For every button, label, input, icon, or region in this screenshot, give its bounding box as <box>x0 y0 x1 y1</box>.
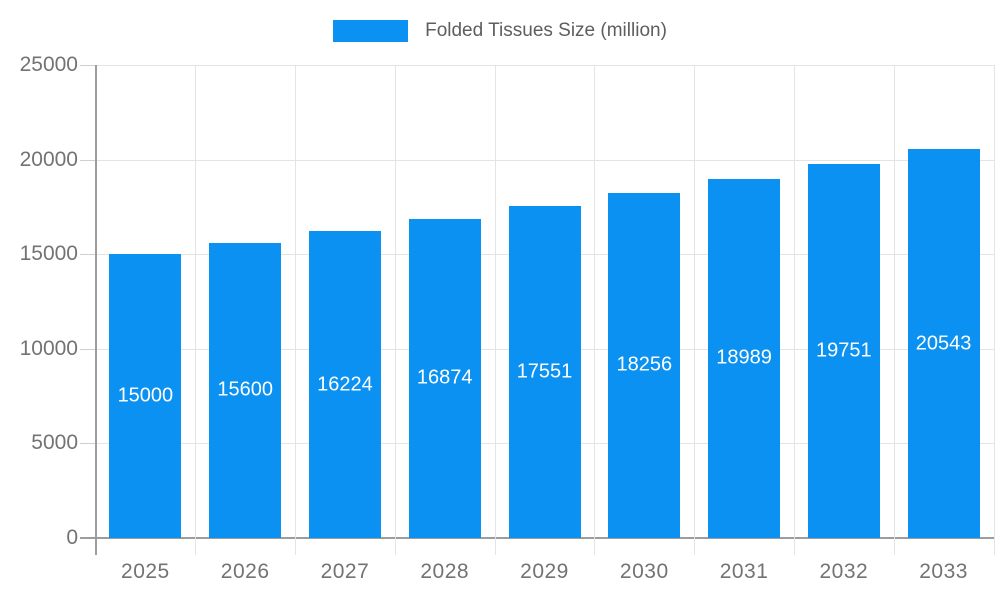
bar-value-label: 19751 <box>816 339 872 362</box>
y-tick-label: 10000 <box>19 336 78 360</box>
x-tick-label: 2030 <box>619 560 669 583</box>
x-tick-label: 2026 <box>220 560 270 583</box>
v-gridline <box>893 65 895 555</box>
bar-value-label: 18256 <box>616 353 673 376</box>
y-tick <box>79 159 96 161</box>
y-tick-label: 15000 <box>19 242 78 266</box>
y-tick <box>79 443 96 445</box>
bar <box>508 205 581 538</box>
x-axis-line <box>79 537 994 539</box>
bar <box>708 178 781 538</box>
x-tick-label: 2028 <box>420 560 470 583</box>
h-gridline <box>95 65 994 66</box>
v-gridline <box>793 65 795 555</box>
y-tick-label: 20000 <box>19 147 78 171</box>
y-tick <box>79 65 96 66</box>
bar-value-label: 15600 <box>217 378 273 401</box>
y-tick-label: 5000 <box>31 431 78 455</box>
bar-value-label: 16224 <box>317 373 373 396</box>
v-gridline <box>494 65 496 555</box>
bar <box>408 218 481 538</box>
bar-value-label: 17551 <box>516 360 573 383</box>
x-tick-label: 2031 <box>719 560 769 583</box>
bar <box>308 231 381 538</box>
legend-item[interactable]: Folded Tissues Size (million) <box>0 20 1000 42</box>
y-tick <box>79 348 96 350</box>
v-gridline <box>394 65 396 555</box>
bar <box>807 164 880 538</box>
bar-value-label: 16874 <box>416 366 473 389</box>
x-tick-label: 2032 <box>819 560 869 583</box>
v-gridline <box>594 65 596 555</box>
legend-label: Folded Tissues Size (million) <box>425 20 667 41</box>
y-axis-line <box>94 65 97 555</box>
y-tick-label: 25000 <box>19 53 78 76</box>
bar <box>209 242 282 538</box>
bar-value-label: 18989 <box>716 346 772 369</box>
bar <box>608 192 681 538</box>
bar <box>109 254 182 538</box>
v-gridline <box>295 65 297 555</box>
x-tick-label: 2025 <box>121 560 170 583</box>
bar-value-label: 20543 <box>915 332 972 355</box>
bar-value-label: 15000 <box>117 384 174 407</box>
y-tick-label: 0 <box>66 526 78 549</box>
x-tick-label: 2033 <box>919 560 968 583</box>
y-tick <box>79 254 96 256</box>
x-tick-label: 2027 <box>320 560 370 583</box>
v-gridline <box>694 65 696 555</box>
v-gridline <box>993 65 995 555</box>
h-gridline <box>95 159 994 161</box>
x-tick-label: 2029 <box>520 560 569 583</box>
bar <box>907 149 980 538</box>
legend-swatch-icon <box>333 20 409 42</box>
v-gridline <box>195 65 197 555</box>
